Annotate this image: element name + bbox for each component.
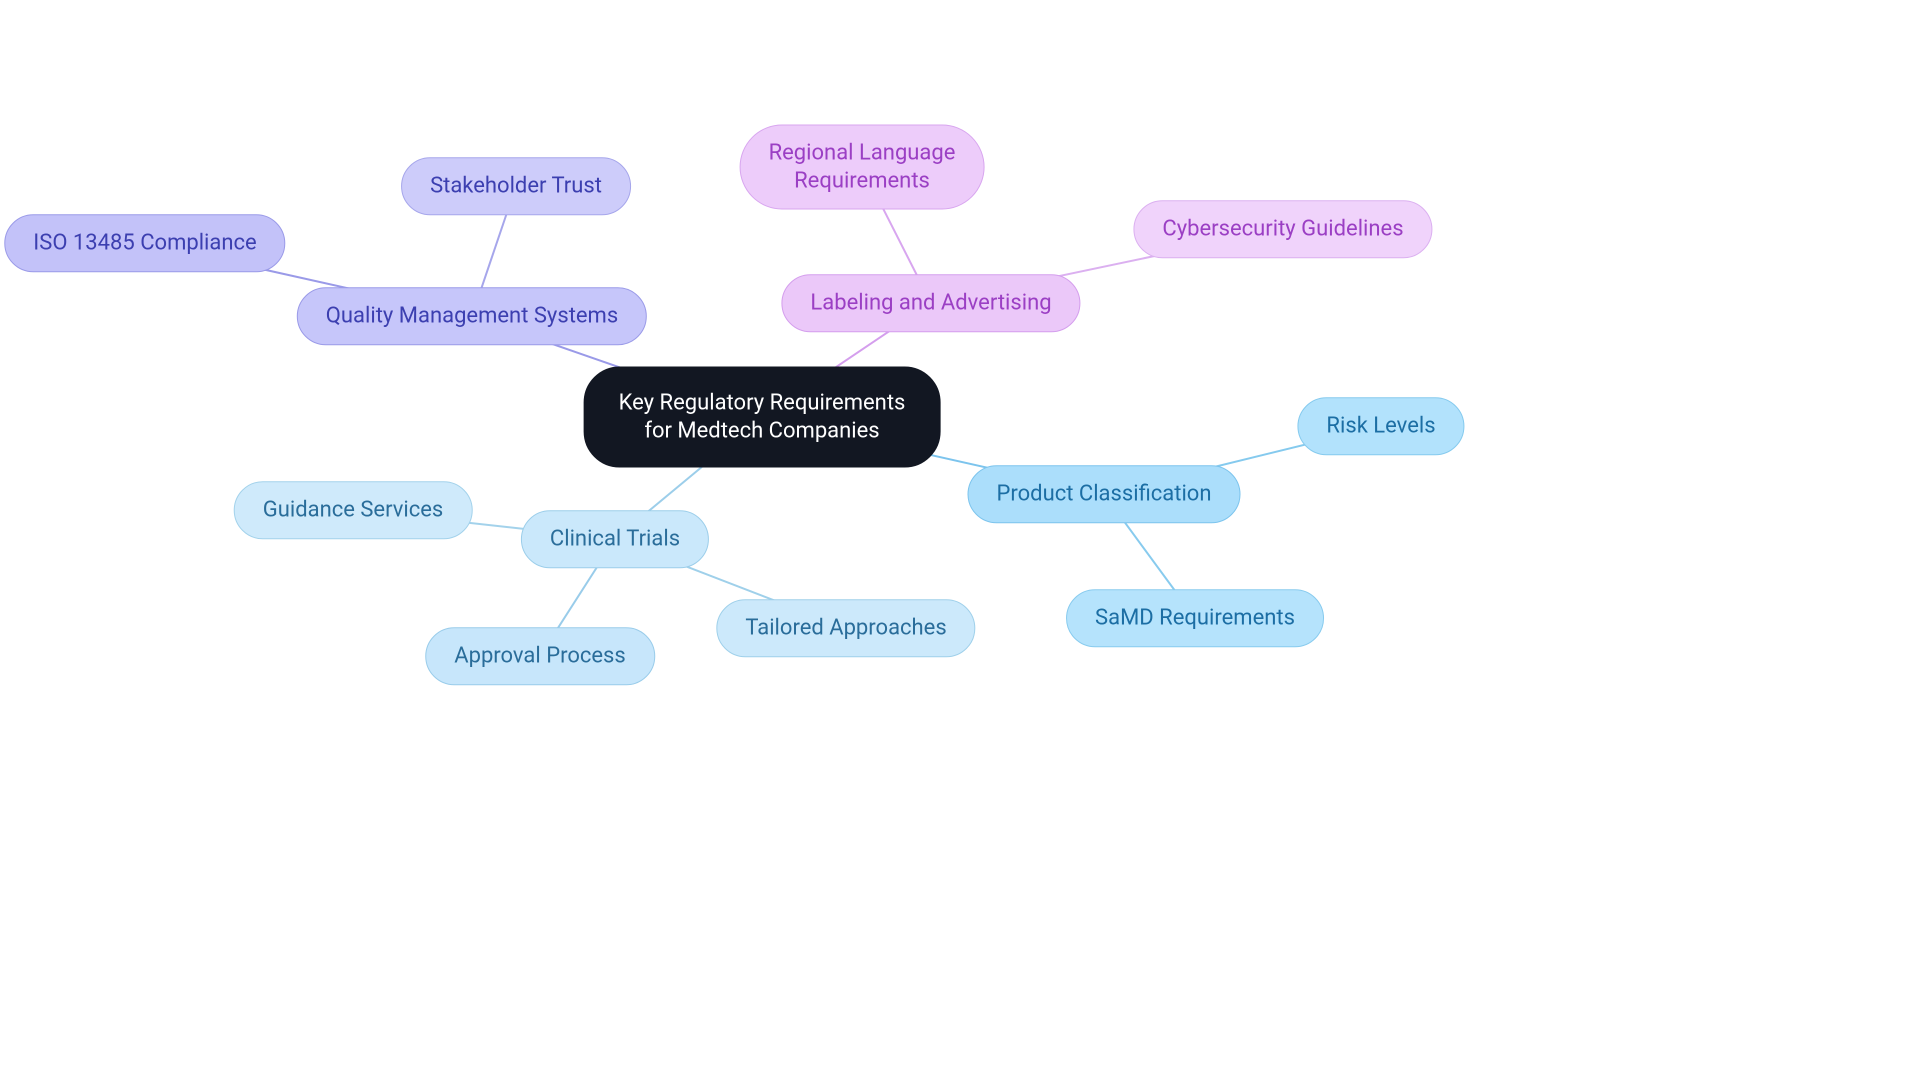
- node-classification: Product Classification: [968, 465, 1241, 523]
- node-qms: Quality Management Systems: [297, 287, 647, 345]
- node-risk: Risk Levels: [1297, 397, 1464, 455]
- node-trust: Stakeholder Trust: [401, 157, 631, 215]
- node-approval: Approval Process: [425, 627, 655, 685]
- node-regional: Regional Language Requirements: [740, 125, 985, 210]
- node-iso: ISO 13485 Compliance: [4, 214, 285, 272]
- node-trials: Clinical Trials: [521, 510, 709, 568]
- mindmap-canvas: Key Regulatory Requirements for Medtech …: [0, 0, 1920, 1083]
- node-labeling: Labeling and Advertising: [781, 274, 1080, 332]
- node-samd: SaMD Requirements: [1066, 589, 1324, 647]
- node-tailored: Tailored Approaches: [716, 599, 975, 657]
- node-center: Key Regulatory Requirements for Medtech …: [584, 367, 941, 468]
- node-cyber: Cybersecurity Guidelines: [1133, 200, 1432, 258]
- node-guidance: Guidance Services: [234, 481, 473, 539]
